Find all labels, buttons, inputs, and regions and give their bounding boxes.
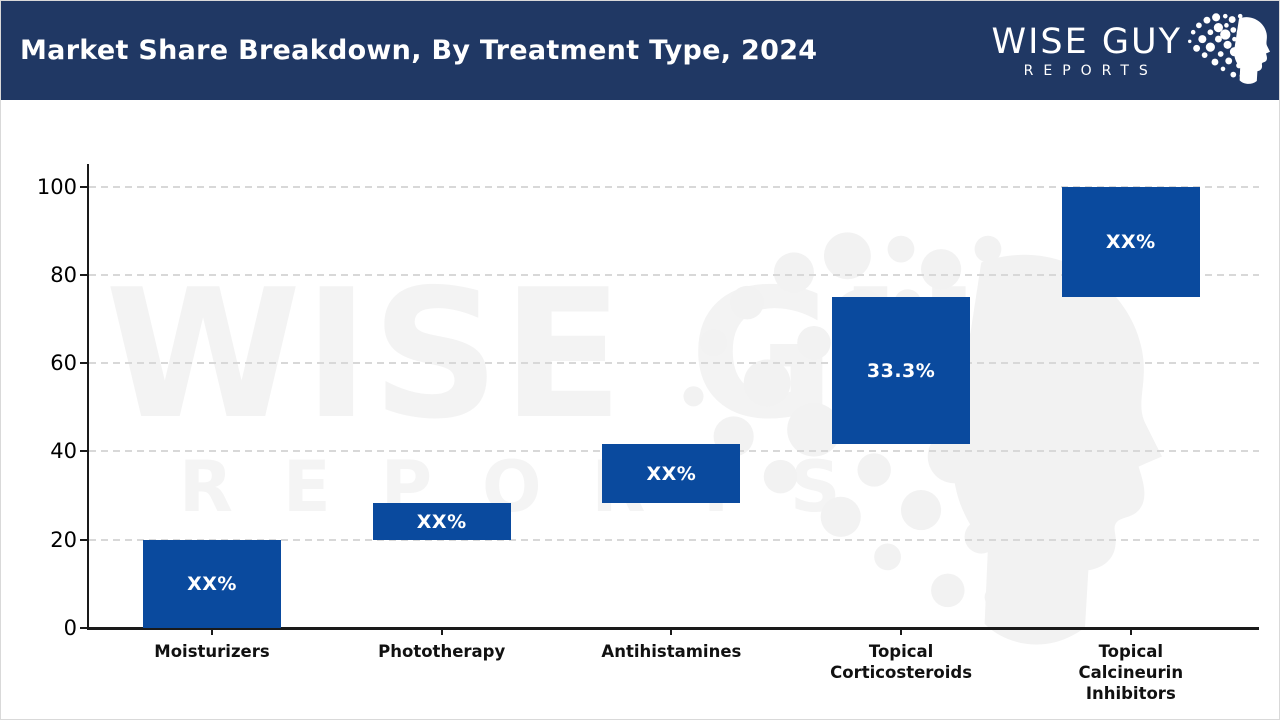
- y-tick-100: [80, 185, 88, 188]
- gridline-80: [89, 273, 1259, 276]
- category-label-topical-corticosteroids: Topical Corticosteroids: [830, 642, 973, 683]
- y-tick-label-20: 20: [50, 527, 77, 552]
- y-tick-label-0: 0: [63, 616, 77, 640]
- bar-topical-corticosteroids: 33.3%: [832, 297, 971, 445]
- x-axis-spine: [87, 627, 1259, 630]
- y-tick-80: [80, 273, 88, 276]
- x-tick-antihistamines: [670, 628, 673, 635]
- gridline-100: [89, 185, 1259, 188]
- y-tick-0: [80, 627, 88, 629]
- logo-text: WISE GUY REPORTS: [991, 22, 1182, 79]
- logo-wordmark: WISE GUY: [991, 21, 1182, 62]
- category-label-antihistamines: Antihistamines: [601, 642, 742, 661]
- y-tick-label-40: 40: [50, 439, 77, 464]
- logo-subtitle: REPORTS: [1023, 62, 1158, 79]
- bar-value-label-antihistamines: XX%: [646, 462, 697, 485]
- category-label-topical-calcineurin-inhibitors: Topical Calcineurin Inhibitors: [1078, 642, 1184, 704]
- bar-topical-calcineurin-inhibitors: XX%: [1061, 186, 1200, 298]
- x-tick-topical-corticosteroids: [900, 628, 903, 635]
- bar-value-label-moisturizers: XX%: [187, 572, 237, 595]
- y-tick-label-60: 60: [50, 351, 77, 376]
- bar-value-label-phototherapy: XX%: [416, 510, 467, 533]
- x-tick-phototherapy: [440, 628, 443, 635]
- y-tick-label-100: 100: [36, 174, 77, 199]
- gridline-20: [89, 538, 1259, 541]
- bar-moisturizers: XX%: [143, 539, 281, 628]
- bar-antihistamines: XX%: [602, 444, 741, 504]
- page-title: Market Share Breakdown, By Treatment Typ…: [20, 35, 818, 66]
- logo-face-icon: [1188, 13, 1270, 84]
- y-tick-20: [80, 538, 88, 541]
- y-tick-label-80: 80: [50, 262, 77, 287]
- bar-value-label-topical-calcineurin-inhibitors: XX%: [1105, 230, 1156, 253]
- y-tick-60: [80, 362, 88, 365]
- logo: WISE GUY REPORTS: [991, 6, 1270, 94]
- bar-value-label-topical-corticosteroids: 33.3%: [866, 359, 936, 382]
- category-label-moisturizers: Moisturizers: [154, 642, 270, 661]
- y-axis-spine: [87, 164, 89, 630]
- category-label-phototherapy: Phototherapy: [378, 642, 506, 661]
- y-tick-40: [80, 450, 88, 453]
- header: Market Share Breakdown, By Treatment Typ…: [1, 1, 1279, 100]
- gridline-60: [89, 362, 1259, 365]
- bar-phototherapy: XX%: [372, 503, 511, 540]
- x-tick-topical-calcineurin-inhibitors: [1129, 628, 1132, 635]
- x-tick-moisturizers: [211, 628, 213, 635]
